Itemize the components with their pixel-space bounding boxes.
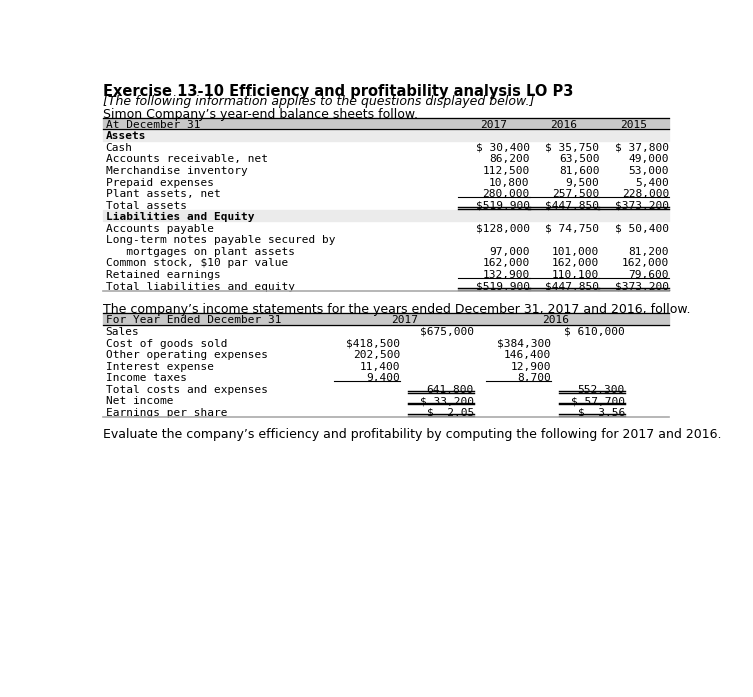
Text: For Year Ended December 31: For Year Ended December 31 (105, 316, 282, 325)
Text: 2017: 2017 (391, 316, 418, 325)
Bar (103, 313, 669, 325)
Text: Simon Company’s year-end balance sheets follow.: Simon Company’s year-end balance sheets … (103, 108, 419, 121)
Text: $  2.05: $ 2.05 (427, 408, 474, 418)
Text: 5,400: 5,400 (636, 178, 669, 187)
Text: 257,500: 257,500 (552, 189, 599, 199)
Bar (103, 210, 669, 222)
Text: Retained earnings: Retained earnings (105, 270, 221, 280)
Text: Exercise 13-10 Efficiency and profitability analysis LO P3: Exercise 13-10 Efficiency and profitabil… (103, 84, 574, 100)
Text: 228,000: 228,000 (622, 189, 669, 199)
Text: Sales: Sales (105, 327, 139, 337)
Text: $ 74,750: $ 74,750 (545, 224, 599, 233)
Text: Other operating expenses: Other operating expenses (105, 350, 268, 360)
Text: 97,000: 97,000 (489, 247, 529, 257)
Text: $373,200: $373,200 (615, 201, 669, 210)
Text: 162,000: 162,000 (483, 259, 529, 268)
Text: Evaluate the company’s efficiency and profitability by computing the following f: Evaluate the company’s efficiency and pr… (103, 428, 722, 441)
Text: Liabilities and Equity: Liabilities and Equity (105, 212, 255, 222)
Bar (103, 129, 669, 141)
Text: 12,900: 12,900 (511, 362, 551, 372)
Text: $128,000: $128,000 (476, 224, 529, 233)
Text: $447,850: $447,850 (545, 201, 599, 210)
Text: 2016: 2016 (541, 316, 569, 325)
Text: $  3.56: $ 3.56 (578, 408, 625, 418)
Text: 641,800: 641,800 (427, 385, 474, 395)
Text: $373,200: $373,200 (615, 282, 669, 291)
Text: $519,900: $519,900 (476, 201, 529, 210)
Text: mortgages on plant assets: mortgages on plant assets (105, 247, 294, 257)
Text: 162,000: 162,000 (552, 259, 599, 268)
Text: Common stock, $10 par value: Common stock, $10 par value (105, 259, 288, 268)
Text: Income taxes: Income taxes (105, 373, 187, 383)
Text: Accounts receivable, net: Accounts receivable, net (105, 155, 268, 164)
Text: 202,500: 202,500 (353, 350, 401, 360)
Text: 81,600: 81,600 (559, 166, 599, 176)
Text: Accounts payable: Accounts payable (105, 224, 214, 233)
Text: $ 610,000: $ 610,000 (564, 327, 625, 337)
Text: 8,700: 8,700 (517, 373, 551, 383)
Text: $384,300: $384,300 (498, 339, 551, 348)
Text: 146,400: 146,400 (504, 350, 551, 360)
Text: 280,000: 280,000 (483, 189, 529, 199)
Text: $ 57,700: $ 57,700 (571, 397, 625, 406)
Text: Net income: Net income (105, 397, 173, 406)
Text: $ 33,200: $ 33,200 (420, 397, 474, 406)
Text: $675,000: $675,000 (420, 327, 474, 337)
Text: 2016: 2016 (550, 120, 578, 130)
Text: $ 35,750: $ 35,750 (545, 143, 599, 153)
Text: Merchandise inventory: Merchandise inventory (105, 166, 248, 176)
Text: 63,500: 63,500 (559, 155, 599, 164)
Text: At December 31: At December 31 (105, 120, 200, 130)
Text: Cost of goods sold: Cost of goods sold (105, 339, 227, 348)
Text: 11,400: 11,400 (360, 362, 401, 372)
Text: 79,600: 79,600 (629, 270, 669, 280)
Text: 2015: 2015 (620, 120, 647, 130)
Text: 132,900: 132,900 (483, 270, 529, 280)
Text: $519,900: $519,900 (476, 282, 529, 291)
Text: [The following information applies to the questions displayed below.]: [The following information applies to th… (103, 95, 535, 108)
Text: Total costs and expenses: Total costs and expenses (105, 385, 268, 395)
Text: 2017: 2017 (480, 120, 508, 130)
Text: 10,800: 10,800 (489, 178, 529, 187)
Text: 101,000: 101,000 (552, 247, 599, 257)
Text: The company’s income statements for the years ended December 31, 2017 and 2016, : The company’s income statements for the … (103, 303, 691, 316)
Text: 9,500: 9,500 (566, 178, 599, 187)
Text: 49,000: 49,000 (629, 155, 669, 164)
Text: $ 30,400: $ 30,400 (476, 143, 529, 153)
Text: 552,300: 552,300 (578, 385, 625, 395)
Text: Assets: Assets (105, 131, 146, 141)
Bar (103, 118, 669, 129)
Text: Interest expense: Interest expense (105, 362, 214, 372)
Text: $ 50,400: $ 50,400 (615, 224, 669, 233)
Text: 86,200: 86,200 (489, 155, 529, 164)
Text: Long-term notes payable secured by: Long-term notes payable secured by (105, 236, 335, 245)
Text: Plant assets, net: Plant assets, net (105, 189, 221, 199)
Text: 81,200: 81,200 (629, 247, 669, 257)
Text: $418,500: $418,500 (346, 339, 401, 348)
Text: Total assets: Total assets (105, 201, 187, 210)
Text: 162,000: 162,000 (622, 259, 669, 268)
Text: Cash: Cash (105, 143, 133, 153)
Text: Total liabilities and equity: Total liabilities and equity (105, 282, 294, 291)
Text: 9,400: 9,400 (367, 373, 401, 383)
Text: 53,000: 53,000 (629, 166, 669, 176)
Text: Prepaid expenses: Prepaid expenses (105, 178, 214, 187)
Text: $447,850: $447,850 (545, 282, 599, 291)
Text: 110,100: 110,100 (552, 270, 599, 280)
Text: $ 37,800: $ 37,800 (615, 143, 669, 153)
Text: Earnings per share: Earnings per share (105, 408, 227, 418)
Text: 112,500: 112,500 (483, 166, 529, 176)
